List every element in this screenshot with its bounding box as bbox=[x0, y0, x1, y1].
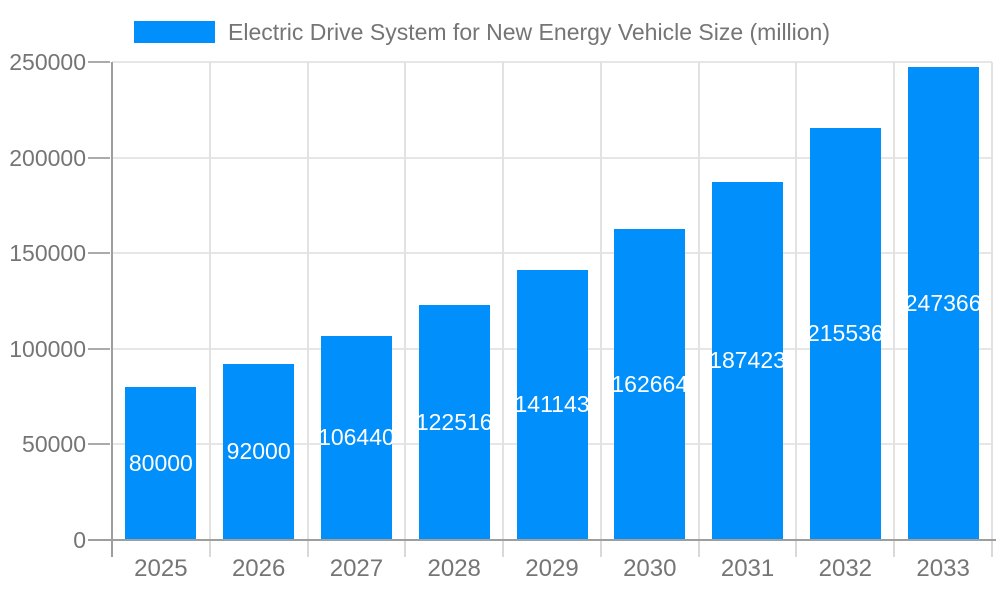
x-axis-tick-label: 2025 bbox=[134, 555, 188, 582]
y-axis-tick-label: 100000 bbox=[9, 335, 86, 362]
x-axis-tick-label: 2029 bbox=[525, 555, 579, 582]
y-axis-tick bbox=[88, 252, 110, 254]
x-gridline bbox=[697, 62, 700, 540]
bar-value-label: 80000 bbox=[128, 449, 193, 476]
y-axis-line bbox=[111, 62, 113, 557]
x-axis-tick-label: 2032 bbox=[818, 555, 873, 582]
y-axis-tick-label: 150000 bbox=[9, 240, 86, 266]
bar-2030[interactable]: 162664 bbox=[614, 228, 686, 540]
x-axis-tick bbox=[404, 538, 407, 557]
x-gridline bbox=[991, 62, 993, 540]
x-gridline bbox=[502, 62, 505, 540]
y-gridline bbox=[112, 61, 992, 63]
bar-2029[interactable]: 141143 bbox=[516, 269, 588, 540]
bar-2033[interactable]: 247366 bbox=[907, 67, 979, 540]
bar-value-label: 141143 bbox=[516, 391, 588, 418]
y-axis-tick bbox=[88, 61, 110, 63]
legend-label: Electric Drive System for New Energy Veh… bbox=[228, 18, 831, 45]
y-axis-tick-label: 50000 bbox=[22, 431, 86, 457]
x-gridline bbox=[404, 62, 407, 540]
x-axis-tick bbox=[599, 538, 602, 557]
x-axis-tick bbox=[306, 538, 309, 557]
bar-value-label: 162664 bbox=[614, 370, 686, 397]
bar-value-label: 247366 bbox=[907, 289, 979, 316]
bar-2031[interactable]: 187423 bbox=[712, 181, 784, 540]
x-gridline bbox=[306, 62, 309, 540]
x-axis-tick-label: 2027 bbox=[329, 555, 384, 582]
x-gridline bbox=[599, 62, 602, 540]
x-axis-tick-label: 2030 bbox=[623, 555, 677, 582]
x-axis-tick bbox=[502, 538, 505, 557]
x-axis-tick bbox=[893, 538, 896, 557]
x-axis-tick-label: 2028 bbox=[427, 555, 481, 582]
bar-2026[interactable]: 92000 bbox=[223, 363, 295, 540]
y-axis-tick-label: 200000 bbox=[9, 144, 86, 171]
bar-value-label: 106440 bbox=[320, 424, 392, 451]
x-gridline bbox=[795, 62, 798, 540]
bar-2027[interactable]: 106440 bbox=[320, 336, 392, 540]
x-axis-tick bbox=[697, 538, 700, 557]
bar-value-label: 122516 bbox=[418, 408, 490, 435]
y-axis-tick-label: 250000 bbox=[9, 49, 86, 75]
x-axis-tick bbox=[795, 538, 798, 557]
x-axis-tick-label: 2031 bbox=[720, 555, 775, 582]
bar-value-label: 215536 bbox=[809, 320, 881, 347]
x-gridline bbox=[893, 62, 896, 540]
x-gridline bbox=[208, 62, 211, 540]
y-gridline bbox=[112, 252, 992, 254]
y-axis-tick bbox=[88, 347, 110, 350]
x-axis-tick bbox=[208, 538, 211, 557]
y-gridline bbox=[112, 156, 992, 159]
legend-swatch-icon bbox=[134, 21, 215, 43]
x-axis-baseline bbox=[88, 538, 996, 541]
bar-2032[interactable]: 215536 bbox=[809, 127, 881, 540]
y-axis-tick-label: 0 bbox=[73, 526, 86, 553]
y-axis-tick bbox=[88, 156, 110, 159]
bar-value-label: 187423 bbox=[712, 347, 784, 373]
x-axis-tick bbox=[991, 538, 993, 557]
bar-2028[interactable]: 122516 bbox=[418, 305, 490, 540]
bar-value-label: 92000 bbox=[226, 438, 291, 465]
chart-legend[interactable]: Electric Drive System for New Energy Veh… bbox=[134, 18, 830, 46]
x-axis-tick-label: 2026 bbox=[231, 555, 286, 582]
x-axis-tick-label: 2033 bbox=[916, 555, 970, 582]
bar-2025[interactable]: 80000 bbox=[125, 386, 197, 540]
y-axis-tick bbox=[88, 443, 110, 445]
